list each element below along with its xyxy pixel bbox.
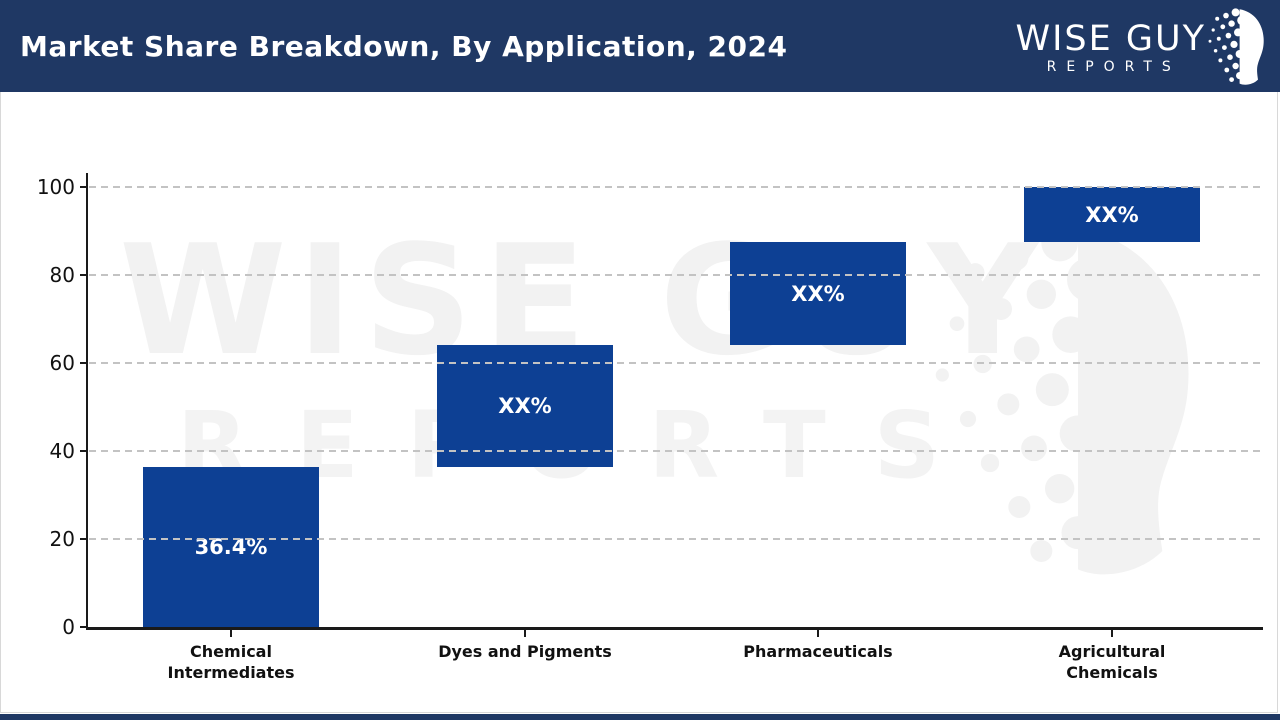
- y-axis-tick-mark: [80, 538, 88, 540]
- page-title: Market Share Breakdown, By Application, …: [20, 29, 788, 63]
- y-axis-tick-mark: [80, 362, 88, 364]
- y-axis-tick-label: 100: [36, 175, 75, 199]
- logo-subtitle: REPORTS: [1046, 59, 1181, 75]
- logo-text: WISE GUY REPORTS: [1015, 21, 1206, 75]
- x-axis-tick-mark: [230, 630, 232, 637]
- x-axis-category-label: Chemical Intermediates: [167, 642, 295, 682]
- y-axis-line: [86, 173, 88, 630]
- y-axis-tick-mark: [80, 186, 88, 188]
- y-axis-tick-label: 40: [49, 439, 75, 463]
- bar-value-label: XX%: [1085, 202, 1139, 227]
- logo-wordmark: WISE GUY: [1015, 19, 1206, 59]
- gridline-100: [89, 186, 1263, 188]
- y-axis-tick-label: 0: [62, 615, 75, 639]
- x-axis-line: [86, 627, 1263, 630]
- bar-value-label: XX%: [498, 394, 552, 419]
- y-axis-tick-mark: [80, 626, 88, 628]
- gridline-80: [89, 274, 1263, 276]
- y-axis-tick-label: 60: [49, 351, 75, 375]
- y-axis-tick-mark: [80, 450, 88, 452]
- y-axis-tick-label: 80: [49, 263, 75, 287]
- face-profile-logo-icon: [1208, 8, 1264, 85]
- x-axis-tick-mark: [817, 630, 819, 637]
- x-axis-tick-mark: [524, 630, 526, 637]
- bar-segment-4: XX%: [1024, 187, 1200, 242]
- gridline-40: [89, 450, 1263, 452]
- x-axis-category-label: Pharmaceuticals: [743, 642, 893, 661]
- footer-bar: [0, 714, 1280, 720]
- chart-area: WISE GUY REPORTS 02040608010036.4%Chemic…: [0, 92, 1278, 713]
- gridline-60: [89, 362, 1263, 364]
- bar-segment-1: 36.4%: [143, 466, 319, 627]
- x-axis-tick-mark: [1111, 630, 1113, 637]
- x-axis-category-label: Dyes and Pigments: [438, 642, 612, 661]
- bar-segment-2: XX%: [437, 345, 613, 467]
- y-axis-tick-label: 20: [49, 527, 75, 551]
- y-axis-tick-mark: [80, 274, 88, 276]
- bar-segment-3: XX%: [730, 242, 906, 346]
- header: Market Share Breakdown, By Application, …: [0, 0, 1280, 92]
- gridline-20: [89, 538, 1263, 540]
- x-axis-category-label: Agricultural Chemicals: [1058, 642, 1166, 682]
- wise-guy-logo: WISE GUY REPORTS: [1015, 5, 1266, 87]
- face-profile-watermark-icon: [935, 224, 1189, 575]
- bar-value-label: XX%: [791, 281, 845, 306]
